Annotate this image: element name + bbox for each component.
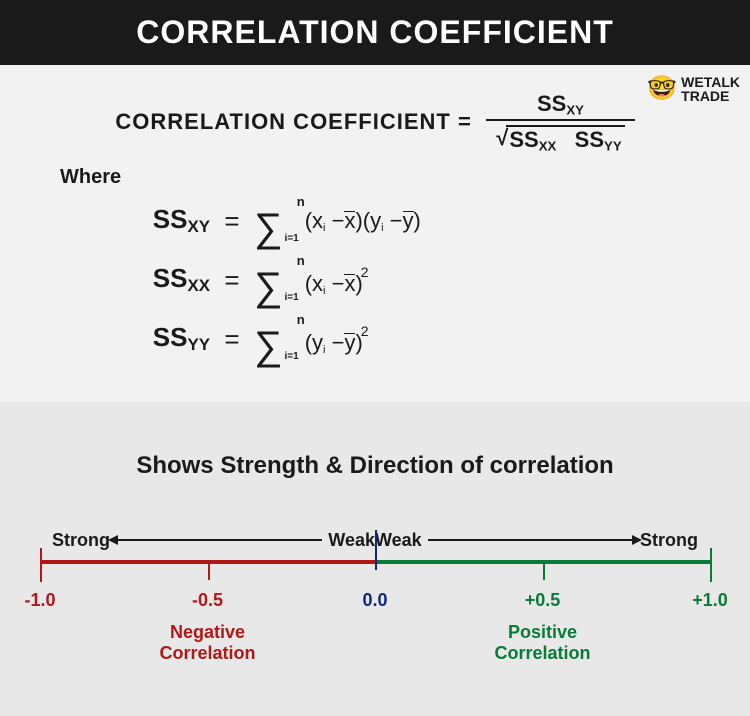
where-label: Where [60,166,720,189]
cat-pos-1: Positive [508,622,577,642]
label-strong-right: Strong [640,530,698,551]
sum-lower: i=1 [285,352,299,362]
tick-zero [375,530,377,570]
arrow-right-icon [428,539,634,541]
chart-title: Shows Strength & Direction of correlatio… [30,452,720,480]
tick-label-4: +1.0 [692,590,728,611]
tick-pos-1 [710,548,712,582]
ssxy-sub: XY [187,218,210,237]
def-ssxx: SSXX = n ∑i=1 (xi −x)2 [130,254,720,307]
tick-label-3: +0.5 [525,590,561,611]
tick-neg-1 [40,548,42,582]
den-a-sub: XX [539,139,557,154]
def-ssyy: SSYY = n ∑i=1 (yi −y)2 [130,313,720,366]
sigma-icon: ∑ [254,326,283,366]
cat-pos-2: Correlation [494,643,590,663]
tick-label-1: -0.5 [192,590,223,611]
ssyy-sub: YY [187,336,210,355]
sum-lower: i=1 [285,293,299,303]
category-positive: Positive Correlation [494,622,590,665]
def-ssxy: SSXY = n ∑i=1 (xi −x)(yi −y) [130,195,720,248]
formula-lhs: CORRELATION COEFFICIENT = [115,109,471,135]
tick-neg-05 [208,560,210,580]
sum-lower: i=1 [285,234,299,244]
tick-label-0: -1.0 [24,590,55,611]
sum-upper: n [297,195,305,208]
sigma-icon: ∑ [254,267,283,307]
sigma-icon: ∑ [254,208,283,248]
brand-logo: 🤓 WETALK TRADE [647,75,740,103]
ssxx-sub: XX [187,277,210,296]
chart-section: Shows Strength & Direction of correlatio… [0,402,750,716]
tick-label-2: 0.0 [362,590,387,611]
arrow-left-icon [116,539,322,541]
den-b-base: SS [575,127,604,152]
ssyy-base: SS [153,322,188,352]
page-title: CORRELATION COEFFICIENT [0,0,750,65]
ssxy-rhs: (xi −x)(yi −y) [305,208,421,234]
correlation-axis: Strong Weak Weak Strong -1.0 -0.5 0.0 +0… [40,530,710,680]
formula-fraction: SSXY √ SSXX SSYY [486,89,634,156]
logo-icon: 🤓 [647,77,677,101]
label-weak-left: Weak [328,530,375,551]
category-negative: Negative Correlation [159,622,255,665]
equals-icon: = [210,206,254,237]
logo-text-2: TRADE [681,88,729,104]
ssyy-rhs: (yi −y)2 [305,323,369,356]
num-sub: XY [566,102,584,117]
ssxx-base: SS [153,263,188,293]
cat-neg-2: Correlation [159,643,255,663]
definitions-block: SSXY = n ∑i=1 (xi −x)(yi −y) SSXX = n ∑i… [130,195,720,366]
equals-icon: = [210,265,254,296]
num-base: SS [537,91,566,116]
den-b-sub: YY [604,139,622,154]
den-a-base: SS [509,127,538,152]
label-strong-left: Strong [52,530,110,551]
sum-upper: n [297,254,305,267]
main-formula: CORRELATION COEFFICIENT = SSXY √ SSXX SS… [30,89,720,156]
label-weak-right: Weak [375,530,422,551]
cat-neg-1: Negative [170,622,245,642]
sum-upper: n [297,313,305,326]
tick-pos-05 [543,560,545,580]
ssxx-rhs: (xi −x)2 [305,264,369,297]
formula-section: 🤓 WETALK TRADE CORRELATION COEFFICIENT =… [0,65,750,402]
equals-icon: = [210,324,254,355]
ssxy-base: SS [153,204,188,234]
